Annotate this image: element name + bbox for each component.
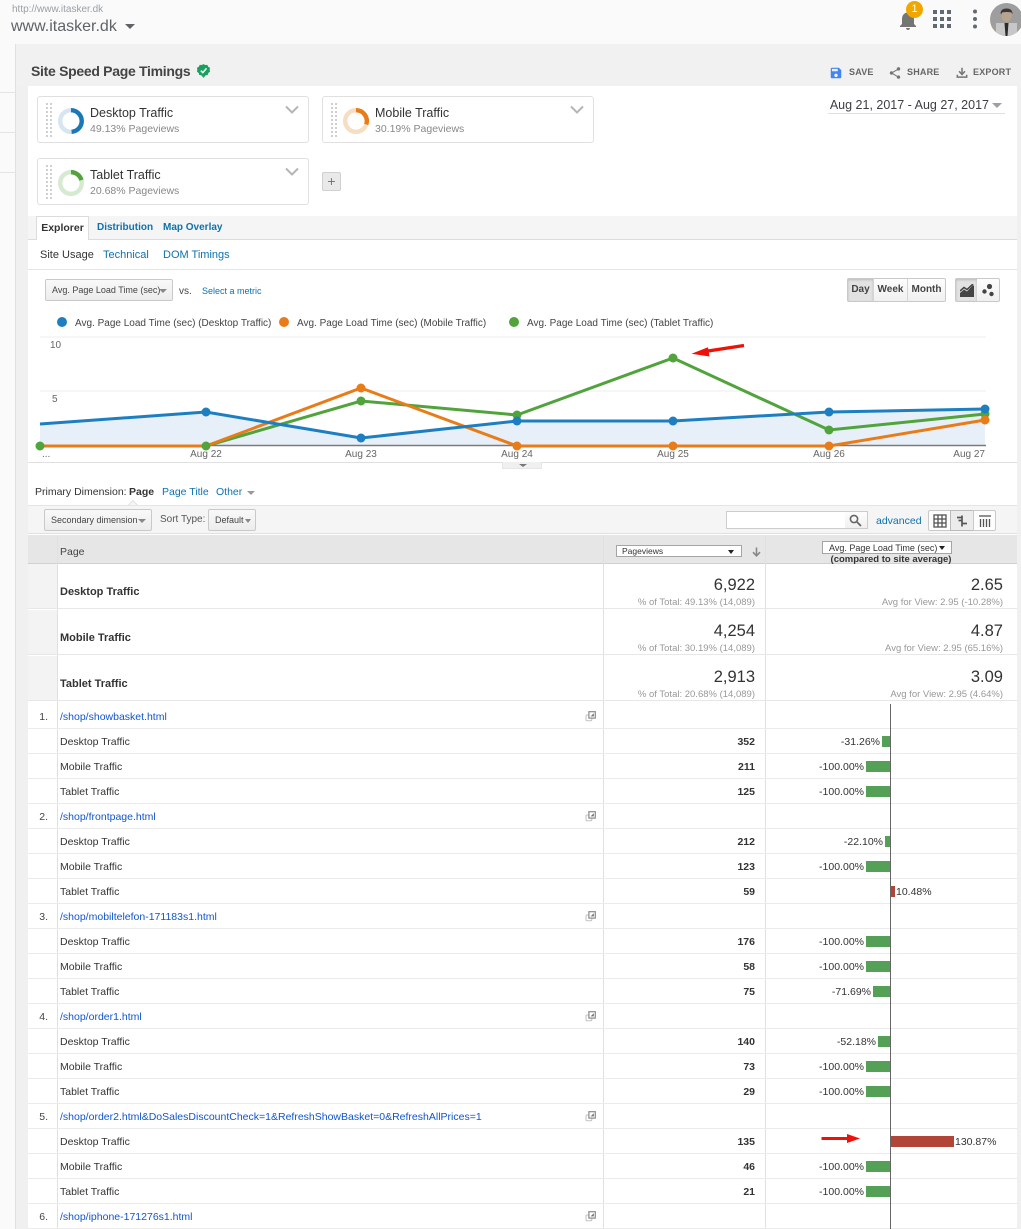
svg-text:Aug 26: Aug 26 xyxy=(813,449,845,460)
svg-text:Aug 23: Aug 23 xyxy=(345,449,377,460)
svg-text:Aug 22: Aug 22 xyxy=(190,449,222,460)
svg-text:10: 10 xyxy=(50,340,62,351)
svg-text:Aug 24: Aug 24 xyxy=(501,449,533,460)
svg-text:Aug 27: Aug 27 xyxy=(953,449,985,460)
svg-text:5: 5 xyxy=(52,394,58,405)
svg-text:...: ... xyxy=(42,449,50,460)
svg-text:Aug 25: Aug 25 xyxy=(657,449,689,460)
